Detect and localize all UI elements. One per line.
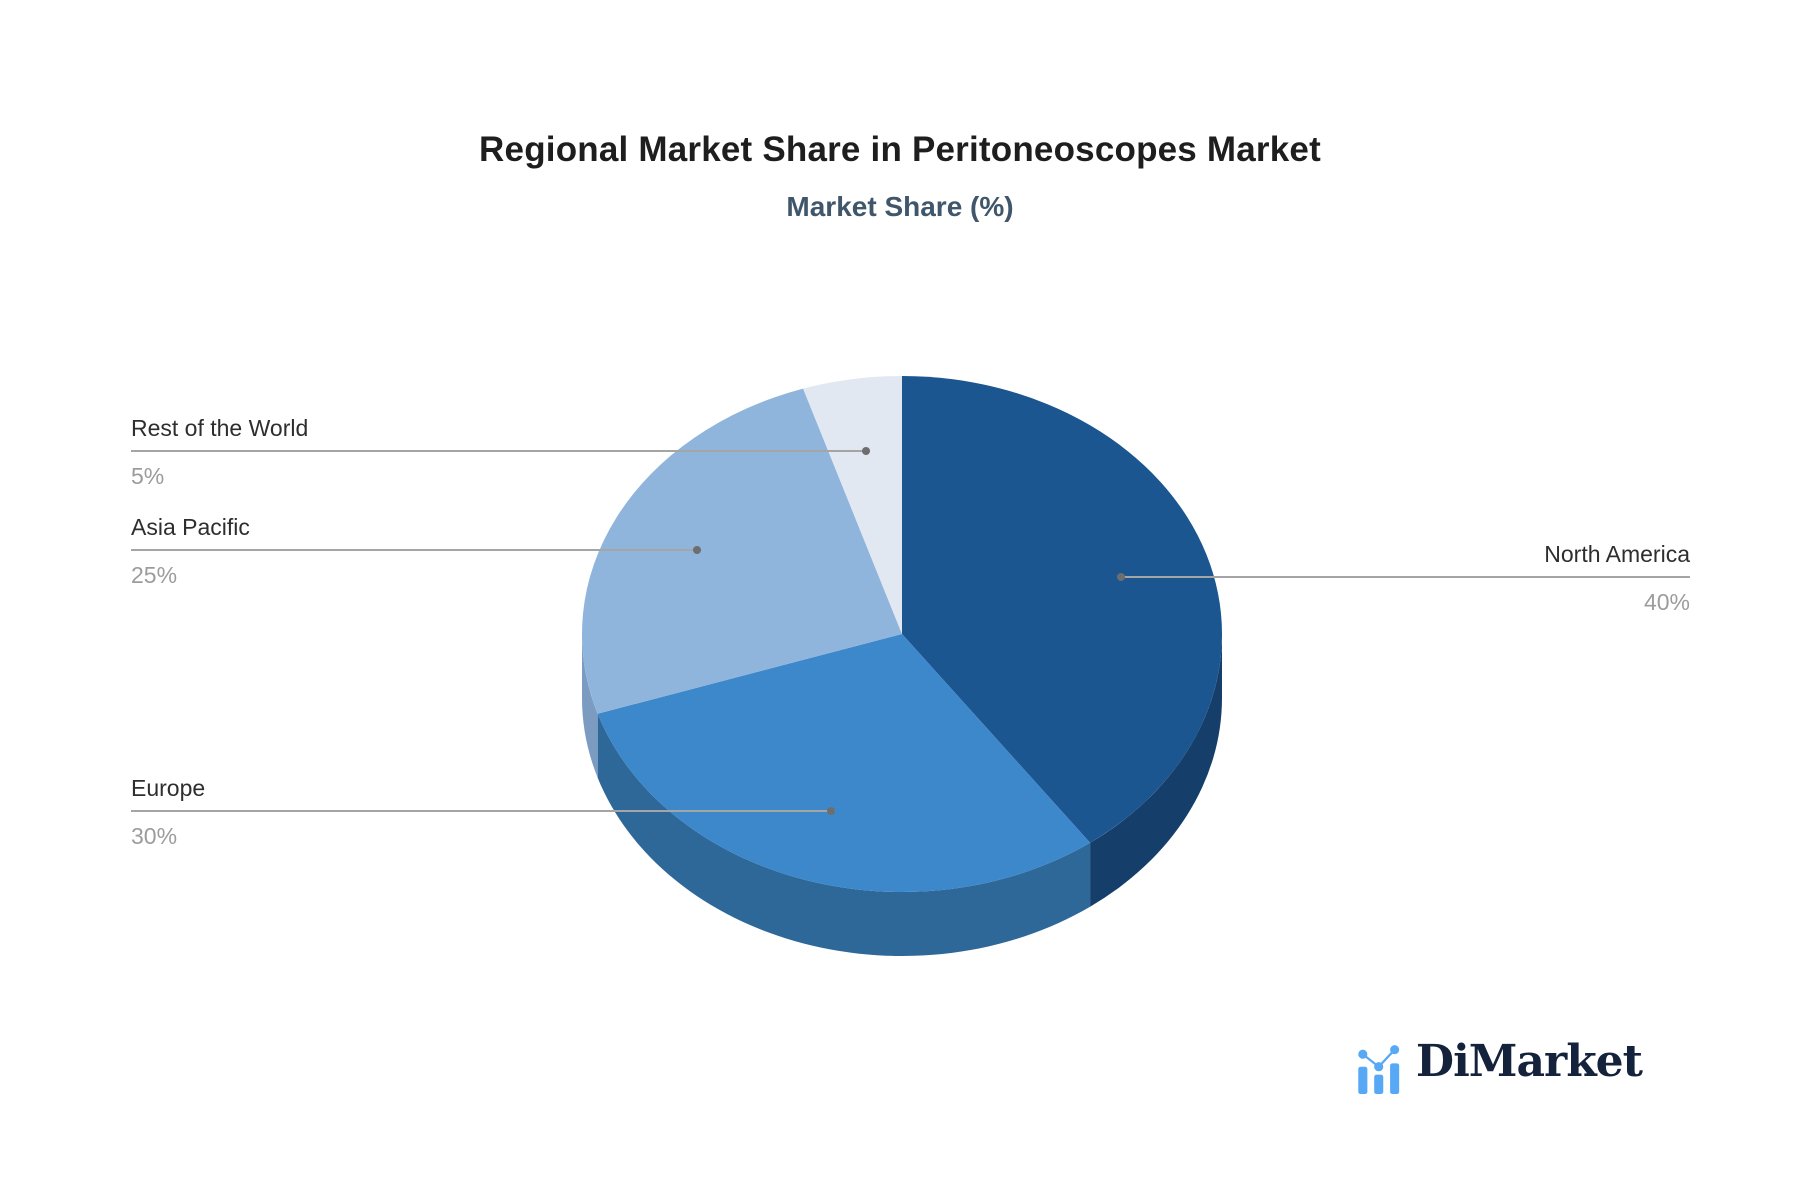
slice-percentage: 30%: [131, 822, 178, 849]
slice-label: Rest of the World: [131, 414, 309, 441]
pie-slice-europe[interactable]: [597, 634, 1091, 893]
dimarket-logo: DiMarket: [1358, 1036, 1643, 1094]
bar-line-chart-icon: [1358, 1045, 1400, 1094]
callout-line: [131, 548, 701, 551]
slice-percentage: 25%: [131, 561, 178, 588]
pie-slice-asia-pacific[interactable]: [582, 388, 902, 714]
slice-percentage: 5%: [131, 462, 165, 489]
slice-label: Europe: [131, 774, 206, 801]
callout-line: [1121, 575, 1690, 578]
chart-title: Regional Market Share in Peritoneoscopes…: [479, 130, 1321, 169]
callout-dot: [692, 545, 701, 554]
pie-slice-side-north-america: [1090, 634, 1222, 907]
pie-slice-north-america[interactable]: [902, 376, 1222, 843]
chart-subtitle: Market Share (%): [786, 191, 1014, 222]
pie-slice-side-asia-pacific: [582, 634, 598, 778]
slice-label: Asia Pacific: [131, 513, 250, 540]
pie-slice-side-europe: [597, 713, 1091, 956]
pie-slices: [582, 376, 1222, 893]
pie-slice-rest-of-the-world[interactable]: [803, 376, 902, 634]
callout-line: [131, 449, 870, 452]
callout-dot: [861, 446, 870, 455]
slice-label: North America: [1544, 540, 1690, 567]
callout-dot: [1117, 572, 1126, 581]
slice-percentage: 40%: [1643, 588, 1690, 615]
logo-text: DiMarket: [1415, 1036, 1643, 1087]
pie-3d-sides: [582, 634, 1222, 956]
callout-line: [131, 809, 835, 812]
callout-dot: [826, 806, 835, 815]
